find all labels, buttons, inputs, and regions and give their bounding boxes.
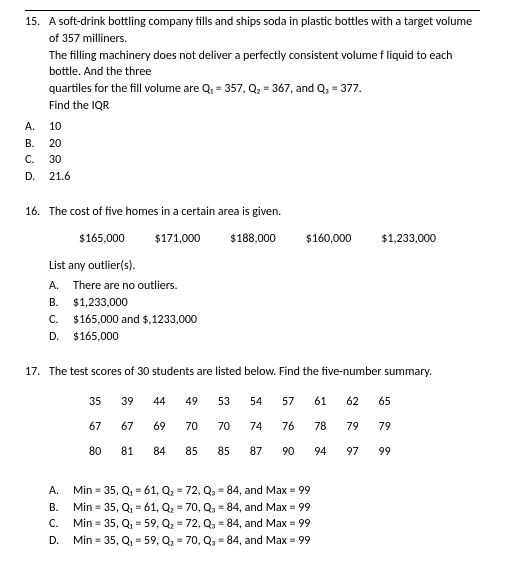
price-value: $1,233,000 [381,231,436,248]
question-body: The cost of five homes in a certain area… [49,204,480,346]
option-text: Min = 35, Q₁ = 59, Q₂ = 70, Q₃ = 84, and… [73,533,480,550]
option-label: B. [25,136,49,153]
score-cell: 99 [369,440,401,465]
option-a: A. There are no outliers. [49,278,480,295]
score-cell: 57 [272,390,304,415]
option-label: B. [49,295,73,312]
question-body: The test scores of 30 students are liste… [49,364,480,550]
score-cell: 81 [111,440,143,465]
option-b: B. $1,233,000 [49,295,480,312]
option-label: C. [49,312,73,329]
score-cell: 84 [143,440,175,465]
option-label: A. [49,278,73,295]
score-cell: 62 [336,390,368,415]
score-cell: 90 [272,440,304,465]
option-text: Min = 35, Q₁ = 61, Q₂ = 72, Q₃ = 84, and… [73,483,480,500]
option-label: C. [49,516,73,533]
sub-instruction: List any outlier(s). [49,258,480,275]
option-d: D. Min = 35, Q₁ = 59, Q₂ = 70, Q₃ = 84, … [49,533,480,550]
option-text: Min = 35, Q₁ = 59, Q₂ = 72, Q₃ = 84, and… [73,516,480,533]
option-text: $165,000 [73,329,480,346]
question-text-line: The filling machinery does not deliver a… [49,48,480,82]
score-cell: 94 [304,440,336,465]
score-cell: 78 [304,415,336,440]
option-b: B. 20 [25,136,480,153]
question-text: The test scores of 30 students are liste… [49,364,480,381]
question-number: 16. [25,204,49,221]
divider [25,10,480,11]
options-list: A. Min = 35, Q₁ = 61, Q₂ = 72, Q₃ = 84, … [49,483,480,550]
option-text: $1,233,000 [73,295,480,312]
option-label: A. [25,119,49,136]
score-cell: 69 [143,415,175,440]
question-text-line: quartiles for the fill volume are Q₁ = 3… [49,81,480,98]
option-text: 30 [49,152,480,169]
table-row: 80 81 84 85 85 87 90 94 97 99 [79,440,401,465]
option-text: 20 [49,136,480,153]
option-c: C. 30 [25,152,480,169]
question-number: 17. [25,364,49,381]
score-cell: 70 [208,415,240,440]
option-label: B. [49,500,73,517]
option-text: There are no outliers. [73,278,480,295]
table-row: 35 39 44 49 53 54 57 61 62 65 [79,390,401,415]
option-label: C. [25,152,49,169]
question-17: 17. The test scores of 30 students are l… [25,364,480,550]
price-value: $160,000 [306,231,352,248]
score-cell: 49 [176,390,208,415]
option-text: $165,000 and $,1233,000 [73,312,480,329]
score-cell: 35 [79,390,111,415]
score-cell: 80 [79,440,111,465]
options-list: A. 10 B. 20 C. 30 D. 21.6 [25,119,480,186]
option-text: Min = 35, Q₁ = 61, Q₂ = 70, Q₃ = 84, and… [73,500,480,517]
option-label: D. [49,329,73,346]
option-d: D. 21.6 [25,169,480,186]
question-text-line: A soft-drink bottling company fills and … [49,14,480,48]
option-a: A. 10 [25,119,480,136]
score-cell: 39 [111,390,143,415]
score-cell: 67 [111,415,143,440]
option-c: C. Min = 35, Q₁ = 59, Q₂ = 72, Q₃ = 84, … [49,516,480,533]
score-cell: 54 [240,390,272,415]
option-text: 10 [49,119,480,136]
options-list: A. There are no outliers. B. $1,233,000 … [49,278,480,345]
score-cell: 85 [176,440,208,465]
score-cell: 97 [336,440,368,465]
score-cell: 85 [208,440,240,465]
option-b: B. Min = 35, Q₁ = 61, Q₂ = 70, Q₃ = 84, … [49,500,480,517]
score-cell: 87 [240,440,272,465]
question-15: 15. A soft-drink bottling company fills … [25,14,480,186]
score-cell: 61 [304,390,336,415]
option-text: 21.6 [49,169,480,186]
home-prices-row: $165,000 $171,000 $188,000 $160,000 $1,2… [79,231,480,248]
question-text-line: Find the IQR [49,98,480,115]
price-value: $165,000 [79,231,125,248]
table-row: 67 67 69 70 70 74 76 78 79 79 [79,415,401,440]
price-value: $188,000 [230,231,276,248]
score-cell: 76 [272,415,304,440]
score-cell: 53 [208,390,240,415]
score-cell: 70 [176,415,208,440]
price-value: $171,000 [155,231,201,248]
option-label: D. [49,533,73,550]
option-c: C. $165,000 and $,1233,000 [49,312,480,329]
question-text: The cost of five homes in a certain area… [49,204,480,221]
option-d: D. $165,000 [49,329,480,346]
score-cell: 79 [336,415,368,440]
option-a: A. Min = 35, Q₁ = 61, Q₂ = 72, Q₃ = 84, … [49,483,480,500]
scores-table: 35 39 44 49 53 54 57 61 62 65 67 67 69 7… [79,390,401,464]
option-label: D. [25,169,49,186]
question-number: 15. [25,14,49,31]
question-body: A soft-drink bottling company fills and … [49,14,480,186]
score-cell: 79 [369,415,401,440]
option-label: A. [49,483,73,500]
score-cell: 67 [79,415,111,440]
score-cell: 44 [143,390,175,415]
score-cell: 65 [369,390,401,415]
score-cell: 74 [240,415,272,440]
question-16: 16. The cost of five homes in a certain … [25,204,480,346]
